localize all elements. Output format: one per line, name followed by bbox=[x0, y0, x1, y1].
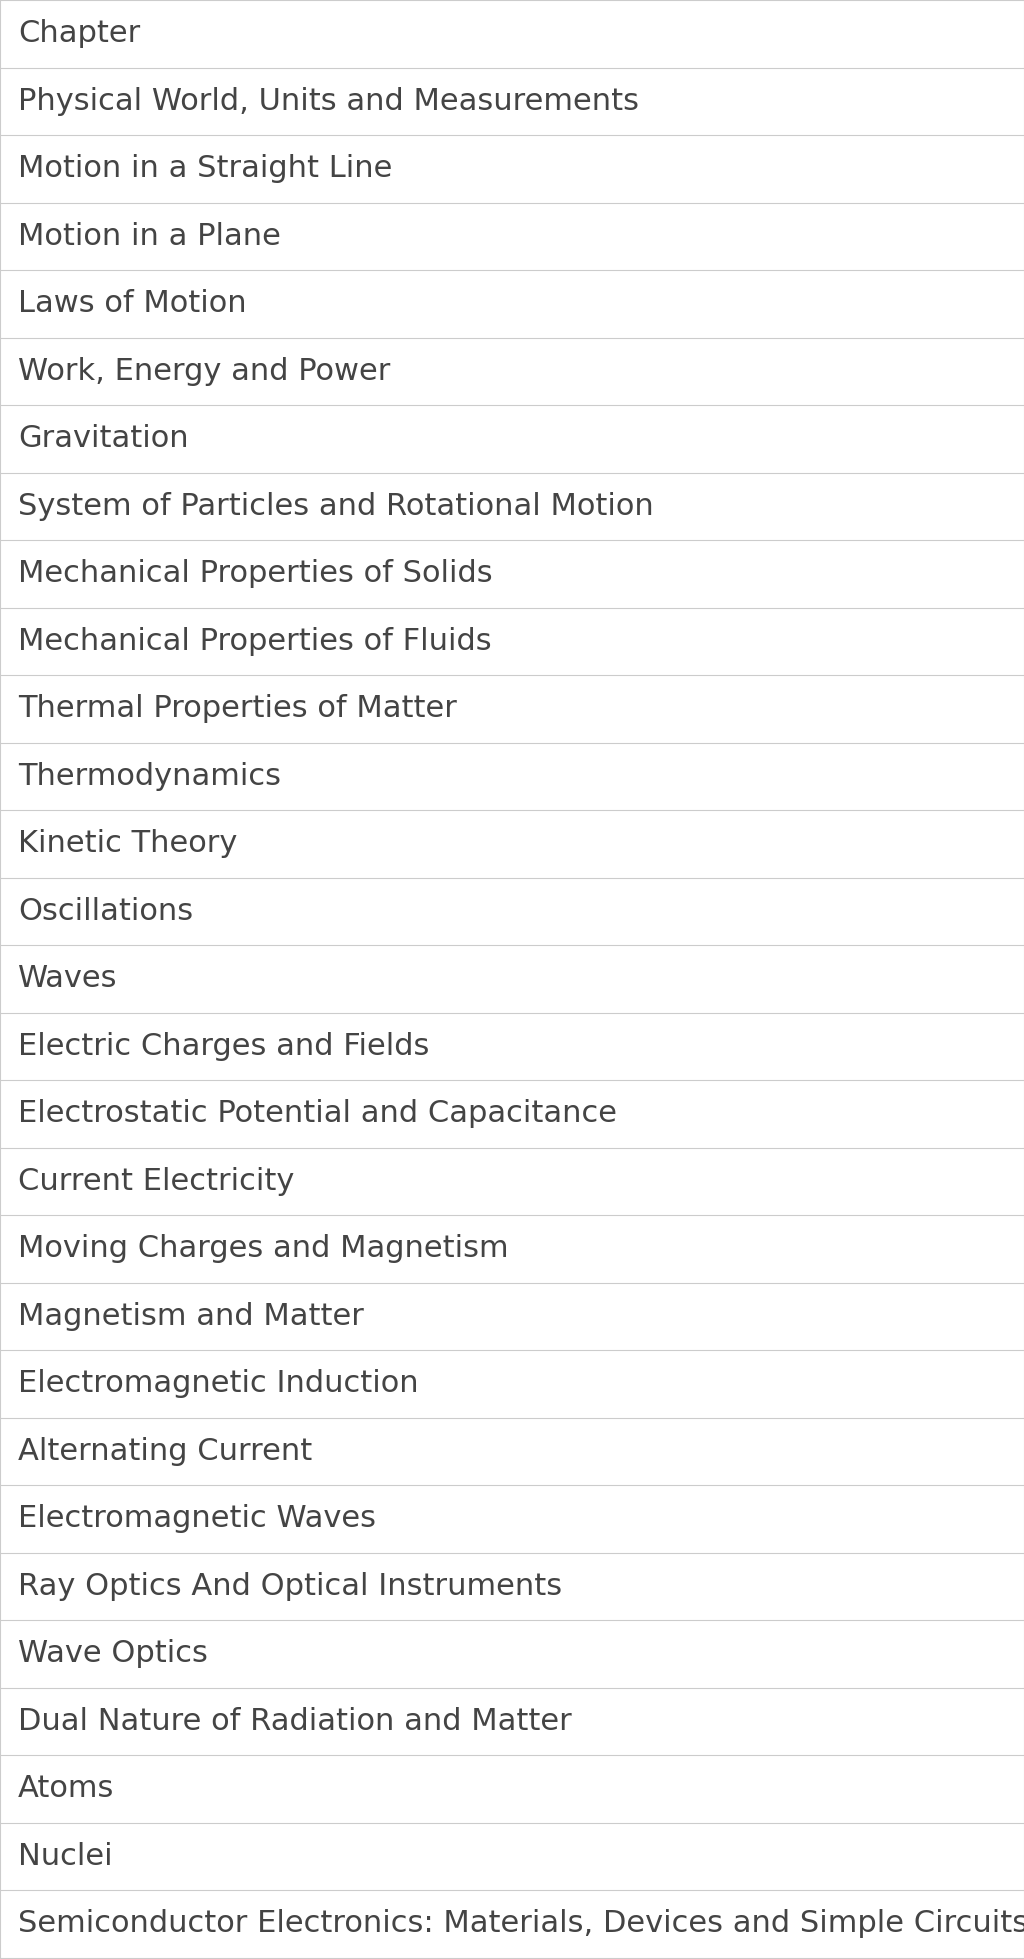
Text: Electrostatic Potential and Capacitance: Electrostatic Potential and Capacitance bbox=[18, 1099, 617, 1128]
Text: Magnetism and Matter: Magnetism and Matter bbox=[18, 1301, 364, 1330]
Text: Electric Charges and Fields: Electric Charges and Fields bbox=[18, 1032, 429, 1060]
Text: Motion in a Straight Line: Motion in a Straight Line bbox=[18, 155, 392, 184]
Text: Electromagnetic Induction: Electromagnetic Induction bbox=[18, 1369, 419, 1399]
Text: Electromagnetic Waves: Electromagnetic Waves bbox=[18, 1505, 376, 1534]
Text: Mechanical Properties of Fluids: Mechanical Properties of Fluids bbox=[18, 627, 492, 656]
Text: Mechanical Properties of Solids: Mechanical Properties of Solids bbox=[18, 558, 493, 588]
Text: Wave Optics: Wave Optics bbox=[18, 1640, 208, 1669]
Text: Current Electricity: Current Electricity bbox=[18, 1168, 294, 1195]
Text: System of Particles and Rotational Motion: System of Particles and Rotational Motio… bbox=[18, 492, 653, 521]
Text: Atoms: Atoms bbox=[18, 1775, 115, 1802]
Text: Thermal Properties of Matter: Thermal Properties of Matter bbox=[18, 693, 457, 723]
Text: Waves: Waves bbox=[18, 964, 118, 993]
Text: Motion in a Plane: Motion in a Plane bbox=[18, 221, 281, 251]
Text: Alternating Current: Alternating Current bbox=[18, 1436, 312, 1465]
Text: Laws of Motion: Laws of Motion bbox=[18, 290, 247, 317]
Text: Chapter: Chapter bbox=[18, 20, 140, 49]
Text: Dual Nature of Radiation and Matter: Dual Nature of Radiation and Matter bbox=[18, 1706, 571, 1736]
Text: Ray Optics And Optical Instruments: Ray Optics And Optical Instruments bbox=[18, 1571, 562, 1601]
Text: Moving Charges and Magnetism: Moving Charges and Magnetism bbox=[18, 1234, 509, 1264]
Text: Gravitation: Gravitation bbox=[18, 425, 188, 453]
Text: Kinetic Theory: Kinetic Theory bbox=[18, 829, 238, 858]
Text: Semiconductor Electronics: Materials, Devices and Simple Circuits: Semiconductor Electronics: Materials, De… bbox=[18, 1910, 1024, 1937]
Text: Work, Energy and Power: Work, Energy and Power bbox=[18, 357, 390, 386]
Text: Nuclei: Nuclei bbox=[18, 1841, 113, 1871]
Text: Thermodynamics: Thermodynamics bbox=[18, 762, 281, 791]
Text: Oscillations: Oscillations bbox=[18, 897, 194, 927]
Text: Physical World, Units and Measurements: Physical World, Units and Measurements bbox=[18, 86, 639, 116]
